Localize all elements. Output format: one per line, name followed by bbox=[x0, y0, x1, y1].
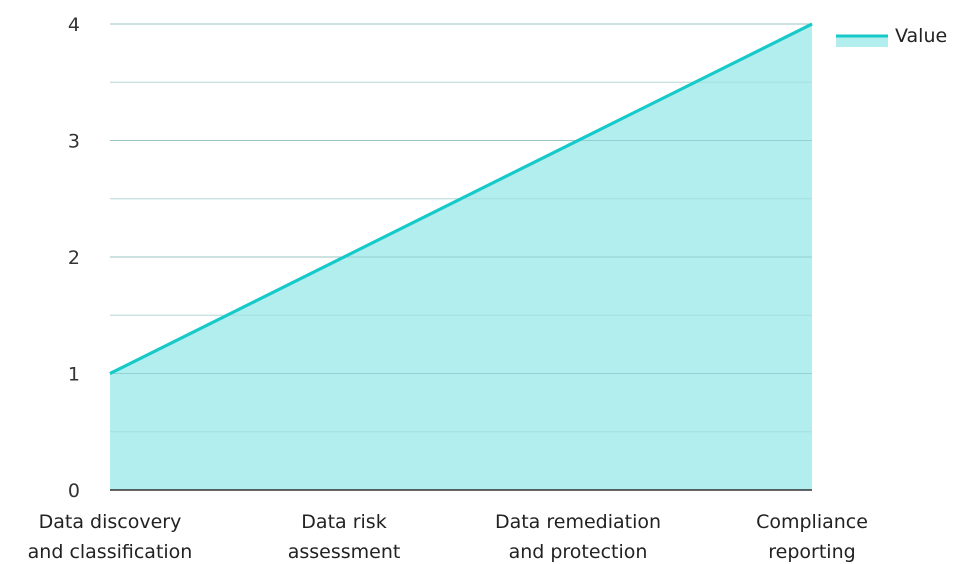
x-axis-ticks: Data discovery and classification Data ris… bbox=[28, 511, 868, 563]
y-tick-label: 1 bbox=[68, 364, 80, 386]
x-tick-label-line: Data risk bbox=[301, 511, 386, 533]
x-tick-label-line: Data discovery bbox=[39, 511, 182, 533]
y-tick-label: 3 bbox=[68, 131, 80, 153]
legend-swatch-fill bbox=[836, 36, 888, 47]
x-tick-label: Compliance reporting bbox=[756, 511, 868, 563]
x-tick-label-line: Data remediation bbox=[495, 511, 661, 533]
y-tick-label: 4 bbox=[68, 14, 80, 36]
x-tick-label: Data discovery and classification bbox=[28, 511, 193, 563]
x-tick-label-line: reporting bbox=[768, 541, 855, 563]
x-tick-label-line: and classification bbox=[28, 541, 193, 563]
x-tick-label: Data remediation and protection bbox=[495, 511, 661, 563]
x-tick-label-line: assessment bbox=[288, 541, 401, 563]
x-tick-label: Data risk assessment bbox=[288, 511, 401, 563]
y-tick-label: 0 bbox=[68, 480, 80, 502]
area-layer bbox=[109, 22, 813, 490]
y-axis-ticks: 0 1 2 3 4 bbox=[68, 14, 80, 502]
x-tick-label-line: and protection bbox=[509, 541, 648, 563]
legend: Value bbox=[836, 25, 947, 47]
series-line-top bbox=[109, 22, 813, 375]
legend-label: Value bbox=[895, 25, 947, 47]
x-tick-label-line: Compliance bbox=[756, 511, 868, 533]
y-tick-label: 2 bbox=[68, 247, 80, 269]
